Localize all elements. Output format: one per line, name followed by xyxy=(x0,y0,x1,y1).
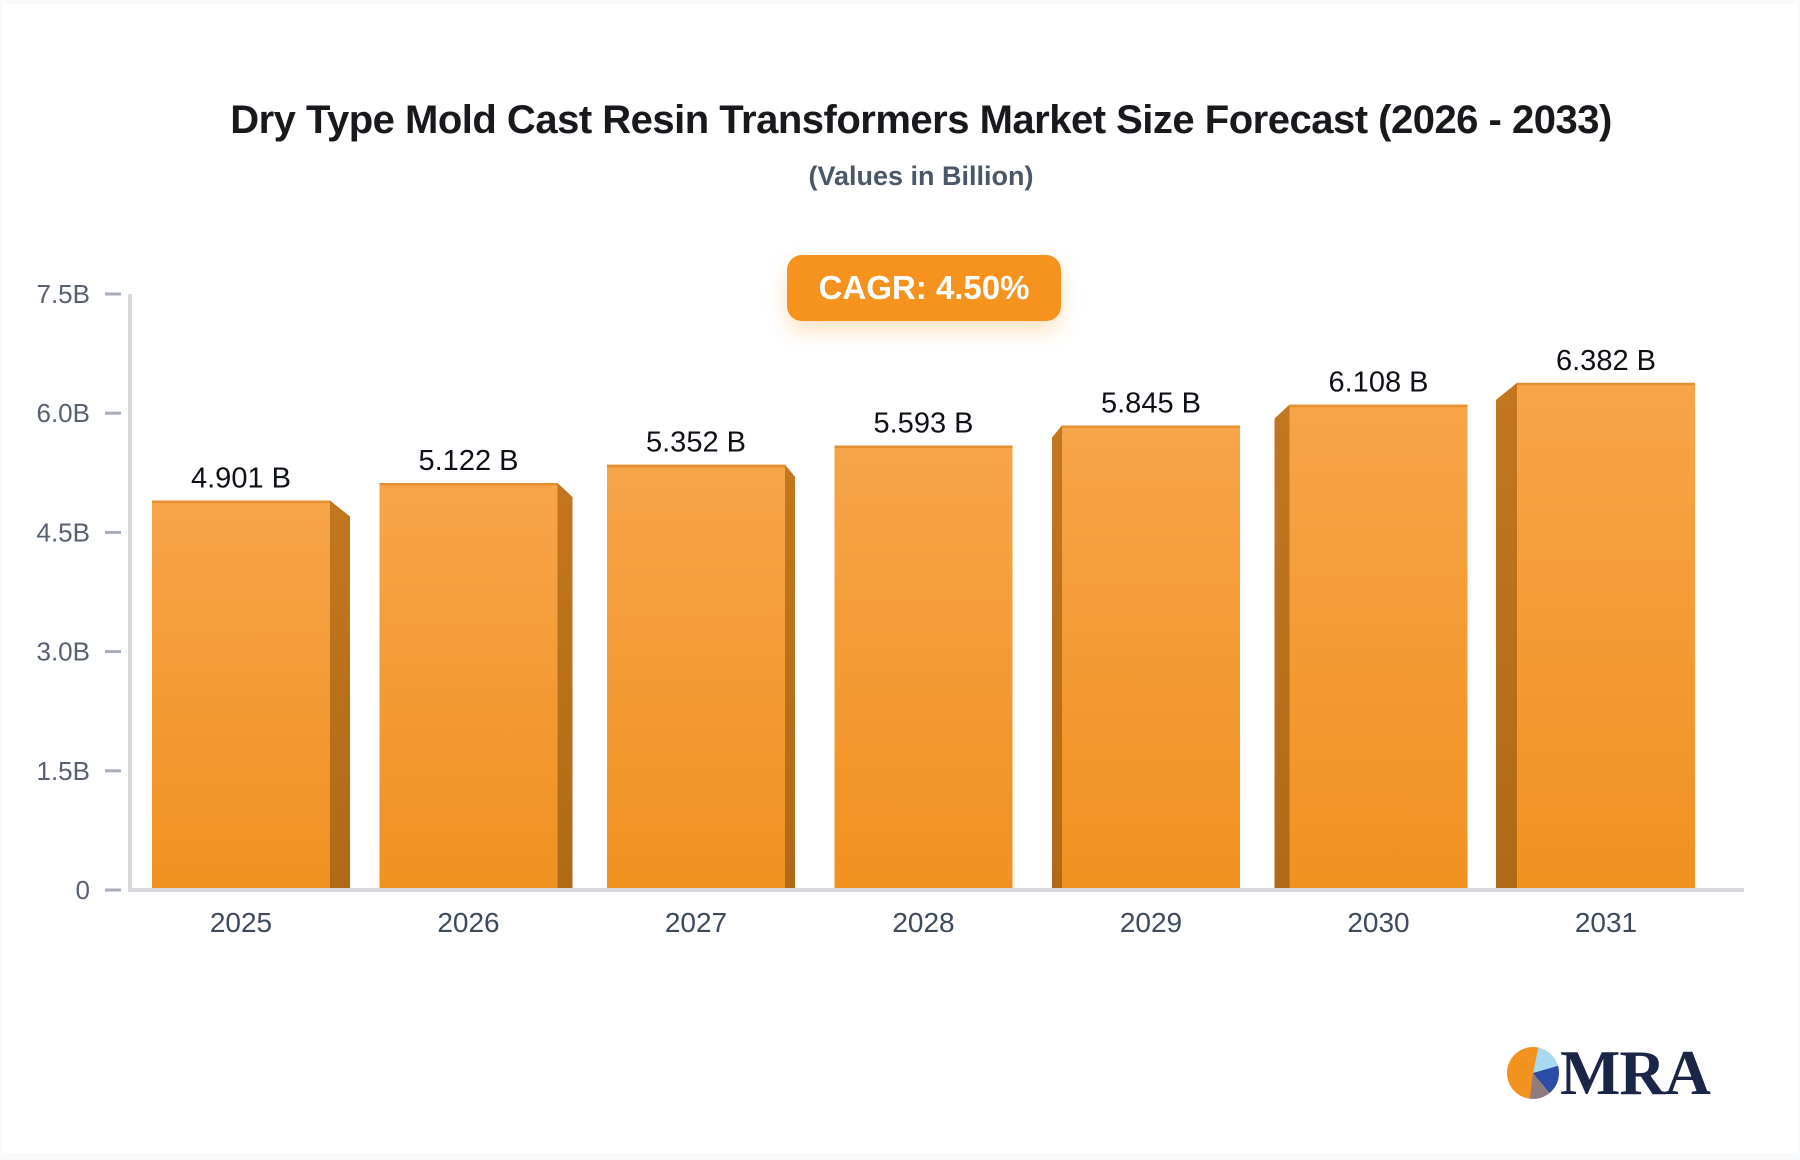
y-tick-label: 6.0B xyxy=(37,398,91,428)
bar-2029-side xyxy=(1052,425,1062,890)
bar-value-label: 5.845 B xyxy=(1101,388,1201,420)
x-tick-label-2029: 2029 xyxy=(1120,907,1182,938)
x-axis-line xyxy=(128,888,1744,892)
bar-chart: 4.901 B 2025 5.122 B 2026 5.352 B 2027 5.593 B… xyxy=(37,279,1744,938)
bar-2031-top-edge xyxy=(1517,382,1695,386)
bar-value-label: 4.901 B xyxy=(191,463,291,495)
bar-2025-side xyxy=(330,500,350,890)
page-subtitle: (Values in Billion) xyxy=(808,161,1034,191)
x-tick-label-2026: 2026 xyxy=(437,907,499,938)
bar-value-label: 6.108 B xyxy=(1329,367,1429,399)
bar-2025-top-edge xyxy=(152,500,330,504)
bar-2027-side xyxy=(785,464,795,890)
chart-card: Dry Type Mold Cast Resin Transformers Ma… xyxy=(2,4,1798,1153)
y-tick-label: 3.0B xyxy=(37,637,91,667)
y-axis-line xyxy=(128,294,132,892)
bar-2027-top-edge xyxy=(607,464,785,468)
y-tick-dash xyxy=(105,411,121,415)
cagr-badge: CAGR: 4.50% xyxy=(787,255,1061,321)
bar-2028-top-edge xyxy=(834,445,1013,449)
bar-2025-face xyxy=(152,500,330,890)
bar-value-label: 6.382 B xyxy=(1556,345,1656,377)
bar-2026-face xyxy=(379,482,558,890)
bar-2028-face xyxy=(834,445,1013,890)
y-tick-dash xyxy=(105,650,121,654)
bar-2026-top-edge xyxy=(379,482,558,486)
y-tick-dash xyxy=(105,769,121,773)
bar-value-label: 5.122 B xyxy=(419,445,519,477)
bar-2026-side xyxy=(557,482,573,890)
y-tick-dash xyxy=(105,888,121,892)
bar-2027-face xyxy=(607,464,785,890)
y-tick-label: 7.5B xyxy=(37,279,91,309)
page-title: Dry Type Mold Cast Resin Transformers Ma… xyxy=(230,98,1612,142)
x-tick-label-2025: 2025 xyxy=(210,907,272,938)
bar-value-label: 5.593 B xyxy=(874,408,974,440)
bar-2031-face xyxy=(1517,382,1695,890)
pie-chart-logo-icon xyxy=(1507,1047,1559,1099)
x-tick-label-2031: 2031 xyxy=(1575,907,1637,938)
y-tick-dash xyxy=(105,292,121,296)
x-tick-label-2028: 2028 xyxy=(892,907,954,938)
y-tick-label: 0 xyxy=(76,875,90,905)
x-tick-label-2027: 2027 xyxy=(665,907,727,938)
bar-2029-face xyxy=(1062,425,1240,890)
chart-header: Dry Type Mold Cast Resin Transformers Ma… xyxy=(2,4,1798,191)
y-tick-label: 1.5B xyxy=(37,756,91,786)
x-tick-label-2030: 2030 xyxy=(1347,907,1409,938)
bar-2030-side xyxy=(1274,404,1290,890)
bar-2030-top-edge xyxy=(1289,404,1468,408)
logo-text: MRA xyxy=(1560,1037,1711,1108)
y-tick-dash xyxy=(105,530,121,534)
bar-value-label: 5.352 B xyxy=(646,427,746,459)
mra-logo: MRA xyxy=(1507,1037,1711,1108)
bar-2029-top-edge xyxy=(1062,425,1240,429)
bar-2031-side xyxy=(1496,382,1517,890)
y-tick-label: 4.5B xyxy=(37,517,91,547)
bar-2030-face xyxy=(1289,404,1468,890)
